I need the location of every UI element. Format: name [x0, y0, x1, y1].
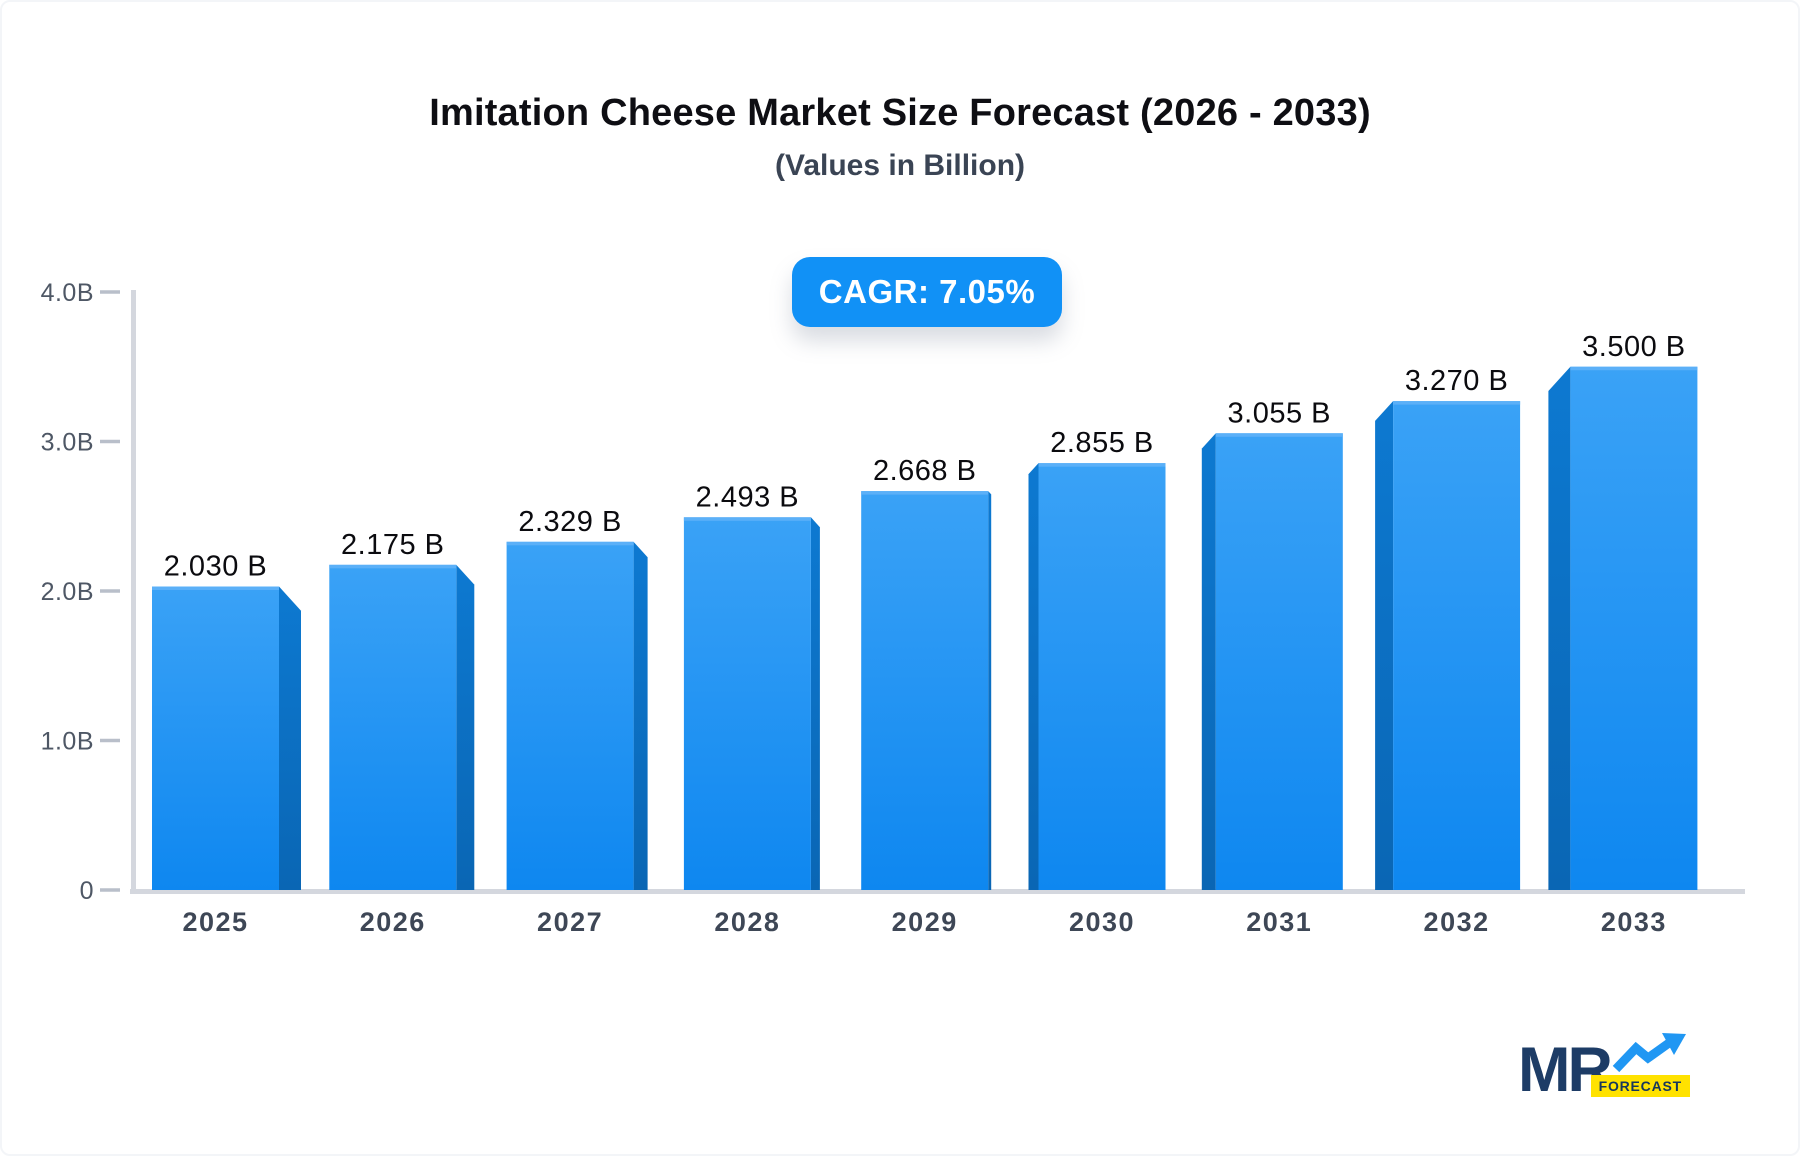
x-axis-category-label: 2026 — [360, 907, 426, 937]
bar-top-highlight — [1215, 433, 1343, 437]
chart-subtitle: (Values in Billion) — [774, 149, 1026, 182]
bar: 3.270 B 2032 — [1375, 365, 1521, 937]
bar-top-highlight — [861, 491, 989, 495]
bar: 2.175 B 2026 — [329, 529, 475, 937]
bar-top-highlight — [1393, 401, 1521, 405]
bar-side-face — [1201, 433, 1216, 890]
x-axis-category-label: 2033 — [1601, 907, 1667, 937]
bar-side-face — [456, 564, 475, 890]
bar-side-face — [810, 517, 820, 890]
x-axis-category-label: 2028 — [714, 907, 780, 937]
bar-front-face — [506, 541, 634, 890]
bar: 2.855 B 2030 — [1028, 427, 1166, 937]
x-axis-category-label: 2025 — [182, 907, 248, 937]
bar-side-face — [1375, 401, 1394, 890]
bar-side-face — [1548, 366, 1571, 890]
bar-front-face — [329, 564, 457, 890]
x-axis-category-label: 2030 — [1069, 907, 1135, 937]
bar-value-label: 2.493 B — [696, 481, 799, 513]
bar-top-highlight — [152, 586, 279, 591]
bar: 2.030 B 2025 — [152, 551, 301, 937]
bar-top-highlight — [683, 517, 811, 521]
bar-side-face — [1028, 463, 1039, 890]
bar: 2.329 B 2027 — [506, 506, 648, 937]
x-axis-category-label: 2027 — [537, 907, 603, 937]
brand-logo: MR FORECAST — [1518, 1033, 1690, 1102]
bar-value-label: 3.270 B — [1405, 365, 1508, 397]
bar-value-label: 2.668 B — [873, 455, 976, 487]
x-axis-category-label: 2031 — [1246, 907, 1312, 937]
x-axis-category-label: 2032 — [1424, 907, 1490, 937]
bar-value-label: 2.329 B — [518, 506, 621, 538]
y-tick-label: 3.0B — [41, 429, 94, 457]
bar-top-highlight — [329, 564, 457, 569]
bar-value-label: 3.055 B — [1228, 397, 1331, 429]
cagr-badge: CAGR: 7.05% — [792, 257, 1062, 327]
trend-arrow-icon — [1612, 1033, 1686, 1073]
bar-value-label: 2.030 B — [164, 551, 267, 583]
bar: 3.055 B 2031 — [1201, 397, 1343, 937]
bar: 2.493 B 2028 — [683, 481, 820, 937]
y-tick-label: 4.0B — [41, 279, 94, 307]
x-axis-category-label: 2029 — [892, 907, 958, 937]
bar-value-label: 2.855 B — [1050, 427, 1153, 459]
bar-front-face — [1393, 401, 1521, 890]
bar-front-face — [1215, 433, 1343, 890]
bar-value-label: 3.500 B — [1582, 331, 1685, 363]
bar-side-face — [633, 541, 648, 890]
forecast-tag: FORECAST — [1590, 1075, 1690, 1097]
bar-top-highlight — [1570, 366, 1698, 371]
bar-front-face — [152, 586, 279, 890]
bar-top-highlight — [1038, 463, 1166, 467]
y-tick-label: 1.0B — [41, 728, 94, 756]
bar-front-face — [1570, 366, 1698, 890]
bar-top-highlight — [506, 541, 634, 546]
bar-front-face — [1038, 463, 1166, 890]
bar: 2.668 B 2029 — [861, 455, 992, 937]
bar-front-face — [861, 491, 989, 890]
bar-side-face — [279, 586, 301, 890]
bar: 3.500 B 2033 — [1548, 331, 1698, 937]
chart-title: Imitation Cheese Market Size Forecast (2… — [429, 92, 1371, 134]
bar-side-face — [988, 491, 992, 890]
y-tick-label: 0 — [80, 877, 94, 905]
bar-front-face — [683, 517, 811, 890]
bar-value-label: 2.175 B — [341, 529, 444, 561]
y-tick-label: 2.0B — [41, 578, 94, 606]
